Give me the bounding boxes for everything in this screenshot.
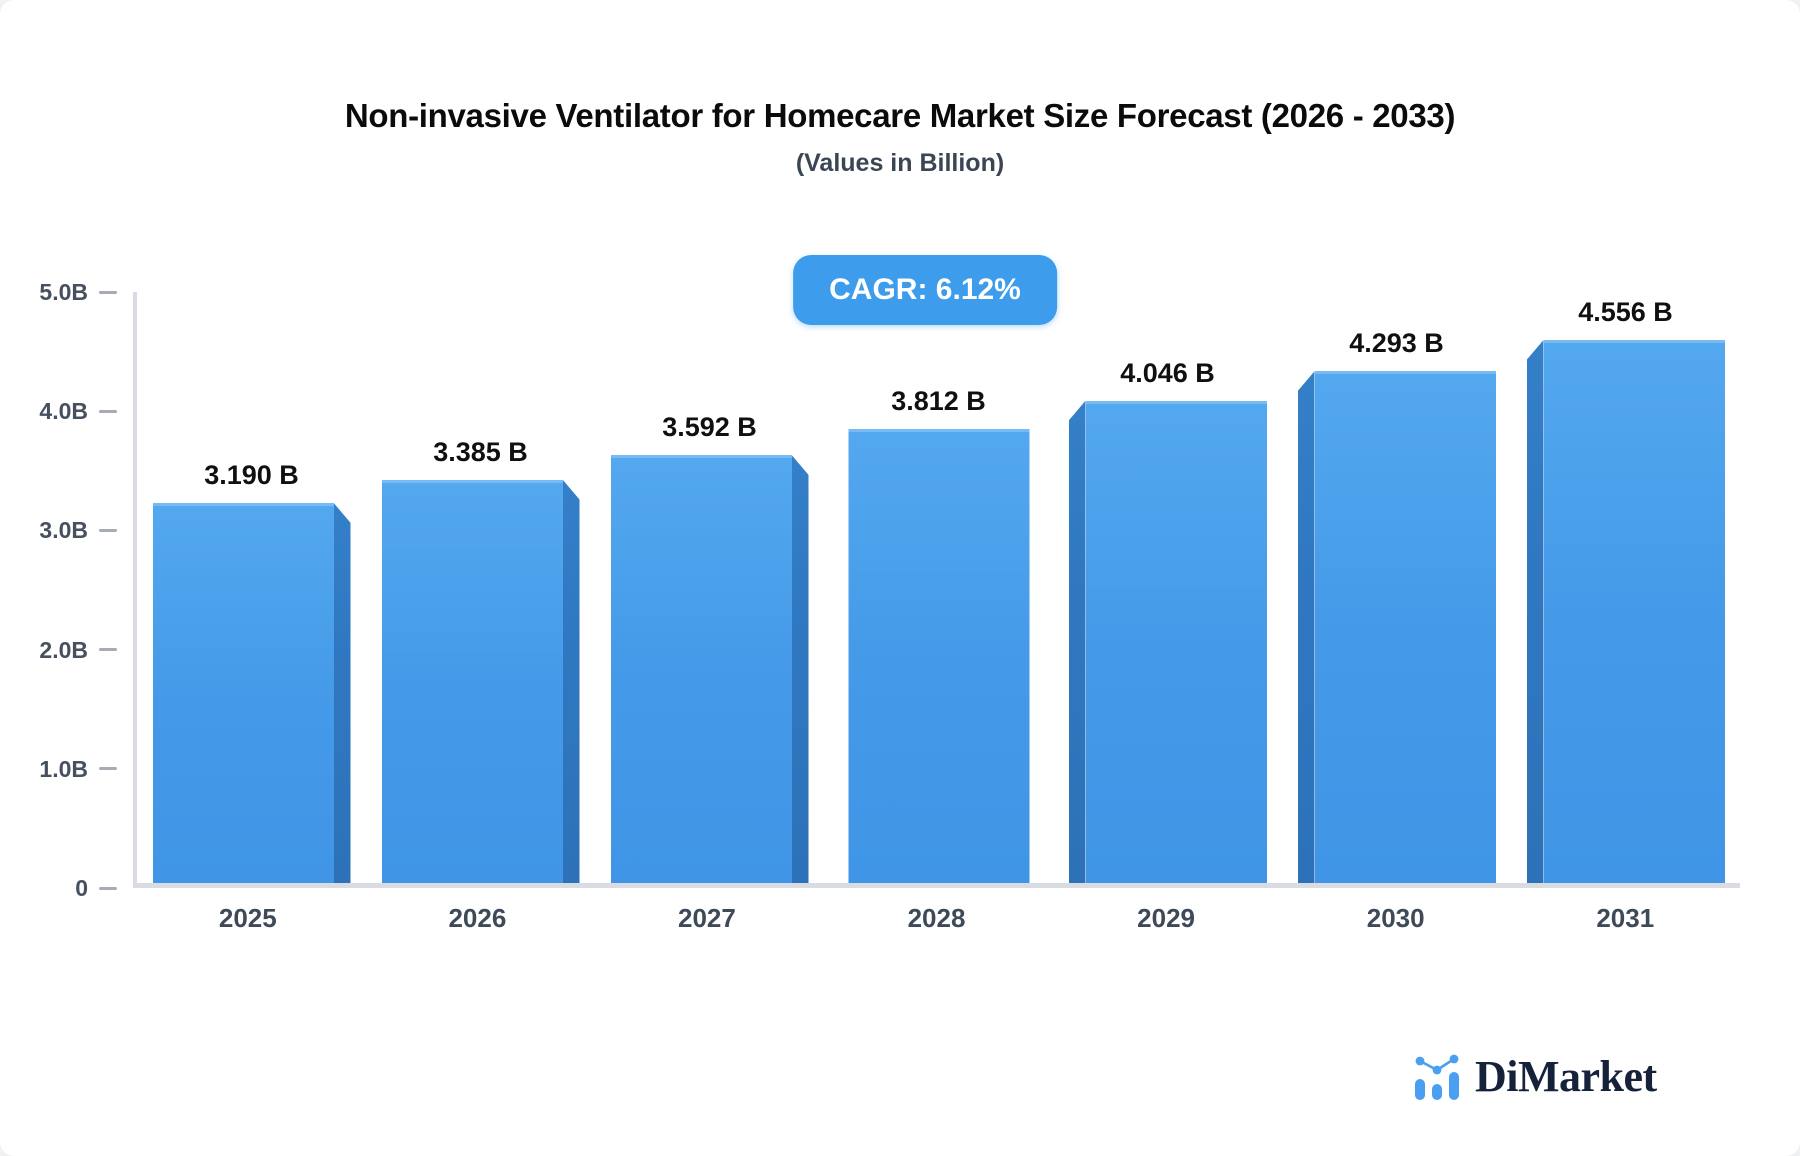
x-tick-label-2028: 2028 [907,903,966,933]
bar-2025: 3.190 B [152,460,351,883]
bar-2026: 3.385 B [381,437,580,883]
y-tick-mark [99,409,117,413]
bar-slot-2030: 4.293 B [1282,292,1511,883]
bar-front-face [1543,339,1725,883]
bar-front-face [1085,400,1267,883]
x-tick-label-2026: 2026 [448,903,507,933]
x-tick-label-2025: 2025 [218,903,277,933]
y-tick-mark [99,290,117,294]
x-tick-label-2027: 2027 [678,903,736,933]
y-tick-label-0: 0 [75,875,88,901]
cagr-badge: CAGR: 6.12% [793,255,1057,325]
bar-slot-2028: 3.812 B [824,292,1053,883]
bar-front-face [848,428,1029,883]
bar-value-label: 3.592 B [662,411,757,442]
x-tick-label-2031: 2031 [1596,903,1655,933]
bar-value-label: 3.190 B [204,459,299,490]
bar-value-label: 3.385 B [433,436,528,467]
bar-slot-2027: 3.592 B [595,292,824,883]
bar-side-face [333,502,351,883]
bar-front-face [152,502,334,883]
bar-front-face [381,479,563,883]
bars-container: 3.190 B 3.385 B 3.592 B 3.812 B 4.046 B 4.293… [137,292,1740,883]
x-axis-labels: 2025 2026 2027 2028 2029 2030 2031 [133,903,1740,934]
bar-slot-2031: 4.556 B [1511,292,1740,883]
bar-value-label: 4.293 B [1349,328,1444,359]
bar-2030: 4.293 B [1297,328,1496,883]
y-tick-mark [99,648,117,652]
bar-side-face [1068,400,1086,883]
y-tick-label-5.0B: 5.0B [39,279,88,305]
y-tick-mark [99,767,117,771]
chart-subtitle: (Values in Billion) [795,149,1005,177]
bar-2027: 3.592 B [610,412,809,883]
bar-slot-2025: 3.190 B [137,292,366,883]
cagr-badge-label: CAGR: 6.12% [829,273,1021,306]
bar-2029: 4.046 B [1068,358,1267,883]
bar-2031: 4.556 B [1526,297,1725,883]
y-tick-label-4.0B: 4.0B [39,398,88,425]
bar-front-face [1314,371,1496,883]
bar-value-label: 3.812 B [891,385,986,416]
plot-area: 3.190 B 3.385 B 3.592 B 3.812 B 4.046 B 4.293… [133,292,1740,888]
y-tick-label-2.0B: 2.0B [39,636,88,663]
x-tick-label-2030: 2030 [1366,903,1425,933]
bar-value-label: 4.046 B [1120,357,1215,388]
y-tick-label-3.0B: 3.0B [39,517,88,544]
bar-front-face [610,454,792,883]
y-tick-mark [99,886,117,890]
y-tick-mark [99,528,117,532]
bar-side-face [791,454,809,883]
chart-title: Non-invasive Ventilator for Homecare Mar… [344,97,1456,134]
bar-side-face [562,479,580,883]
bar-slot-2029: 4.046 B [1053,292,1282,883]
y-tick-label-1.0B: 1.0B [39,755,88,782]
x-tick-label-2029: 2029 [1137,903,1196,933]
bar-value-label: 4.556 B [1578,296,1673,327]
brand-logo: DiMarket [1412,1051,1657,1102]
bar-2028: 3.812 B [848,386,1029,883]
bar-side-face [1526,339,1544,883]
bar-side-face [1297,371,1315,883]
brand-logo-text: DiMarket [1475,1052,1657,1101]
bar-line-chart-icon [1415,1054,1459,1100]
bar-slot-2026: 3.385 B [366,292,595,883]
